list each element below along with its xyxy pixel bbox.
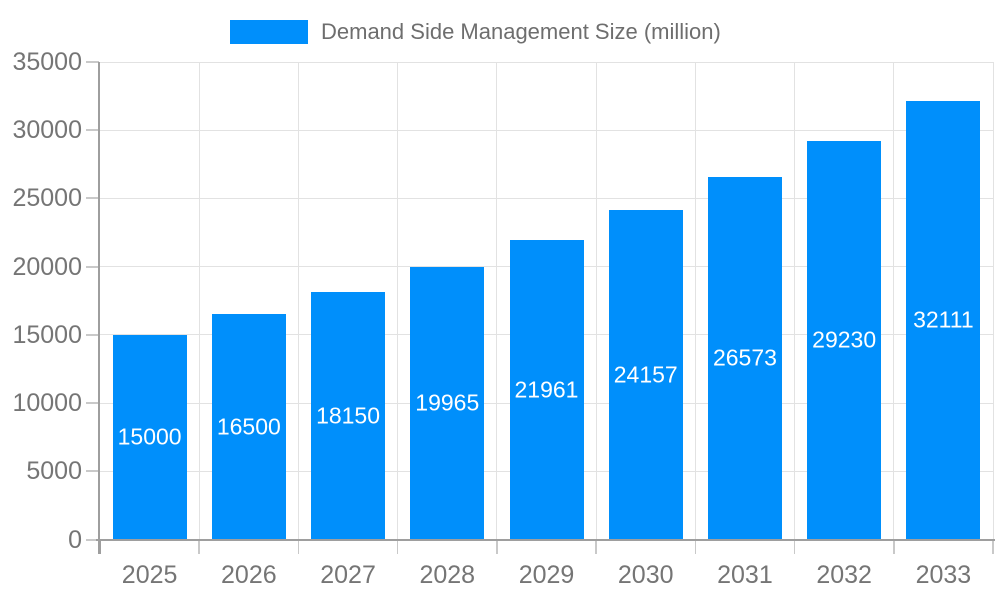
y-axis-line — [98, 62, 100, 554]
gridline-h — [100, 129, 993, 131]
y-tick-label: 30000 — [12, 116, 82, 145]
y-tick-label: 5000 — [26, 457, 82, 486]
bar-value-label: 21961 — [514, 376, 579, 403]
y-axis-tick — [86, 538, 99, 541]
x-axis-tick — [496, 539, 498, 554]
gridline-h — [100, 197, 993, 199]
y-axis-tick — [86, 129, 99, 132]
x-axis-tick — [992, 539, 994, 554]
x-axis-tick — [297, 539, 300, 554]
gridline-v — [992, 62, 994, 540]
y-tick-label: 25000 — [12, 184, 82, 213]
gridline-v — [496, 62, 498, 540]
y-axis-tick — [86, 265, 99, 268]
legend-swatch — [230, 20, 308, 44]
y-tick-label: 15000 — [12, 320, 82, 349]
gridline-v — [297, 62, 299, 540]
x-axis-line — [96, 538, 995, 541]
legend-item[interactable]: Demand Side Management Size (million) — [230, 16, 721, 48]
y-axis-tick — [86, 197, 99, 200]
bar[interactable] — [707, 176, 782, 540]
y-tick-label: 20000 — [12, 252, 82, 281]
bar[interactable] — [509, 239, 584, 540]
gridline-h — [100, 61, 993, 63]
x-tick-label: 2026 — [221, 561, 277, 589]
bar-value-label: 24157 — [613, 361, 678, 388]
legend-label: Demand Side Management Size (million) — [321, 19, 721, 44]
x-axis-tick — [595, 539, 597, 554]
x-axis-tick — [396, 539, 399, 554]
x-tick-label: 2032 — [816, 561, 872, 589]
gridline-v — [595, 62, 597, 540]
bar-value-label: 26573 — [712, 344, 777, 371]
bar-value-label: 18150 — [316, 402, 381, 429]
x-tick-label: 2029 — [518, 561, 575, 589]
bar-value-label: 16500 — [216, 413, 281, 440]
x-axis-tick — [694, 539, 697, 554]
bar[interactable] — [410, 267, 485, 540]
x-tick-label: 2025 — [121, 561, 178, 589]
x-tick-label: 2027 — [320, 561, 376, 589]
y-axis-tick — [86, 402, 99, 405]
x-tick-label: 2031 — [717, 561, 773, 589]
gridline-v — [694, 62, 696, 540]
bar-value-label: 19965 — [415, 389, 480, 416]
gridline-v — [893, 62, 895, 540]
bar-value-label: 29230 — [812, 326, 877, 353]
bar[interactable] — [906, 101, 981, 540]
bar[interactable] — [608, 209, 683, 540]
y-axis-tick — [86, 333, 99, 336]
gridline-v — [397, 62, 399, 540]
x-tick-label: 2033 — [915, 561, 972, 589]
x-tick-label: 2028 — [419, 561, 476, 589]
bar[interactable] — [311, 291, 386, 540]
bar[interactable] — [807, 140, 882, 540]
gridline-v — [198, 62, 200, 540]
y-tick-label: 10000 — [12, 389, 82, 418]
gridline-v — [794, 62, 796, 540]
y-axis-tick — [86, 61, 99, 63]
bar[interactable] — [211, 314, 286, 540]
bar-value-label: 32111 — [913, 306, 974, 333]
bar[interactable] — [112, 334, 187, 540]
x-axis-tick — [99, 539, 101, 554]
bar-value-label: 15000 — [117, 423, 182, 450]
x-tick-label: 2030 — [617, 561, 674, 589]
x-axis-tick — [198, 539, 200, 554]
y-tick-label: 35000 — [12, 48, 82, 76]
y-axis-tick — [86, 470, 99, 473]
x-axis-tick — [893, 539, 895, 554]
x-axis-tick — [793, 539, 796, 554]
y-tick-label: 0 — [68, 525, 82, 554]
